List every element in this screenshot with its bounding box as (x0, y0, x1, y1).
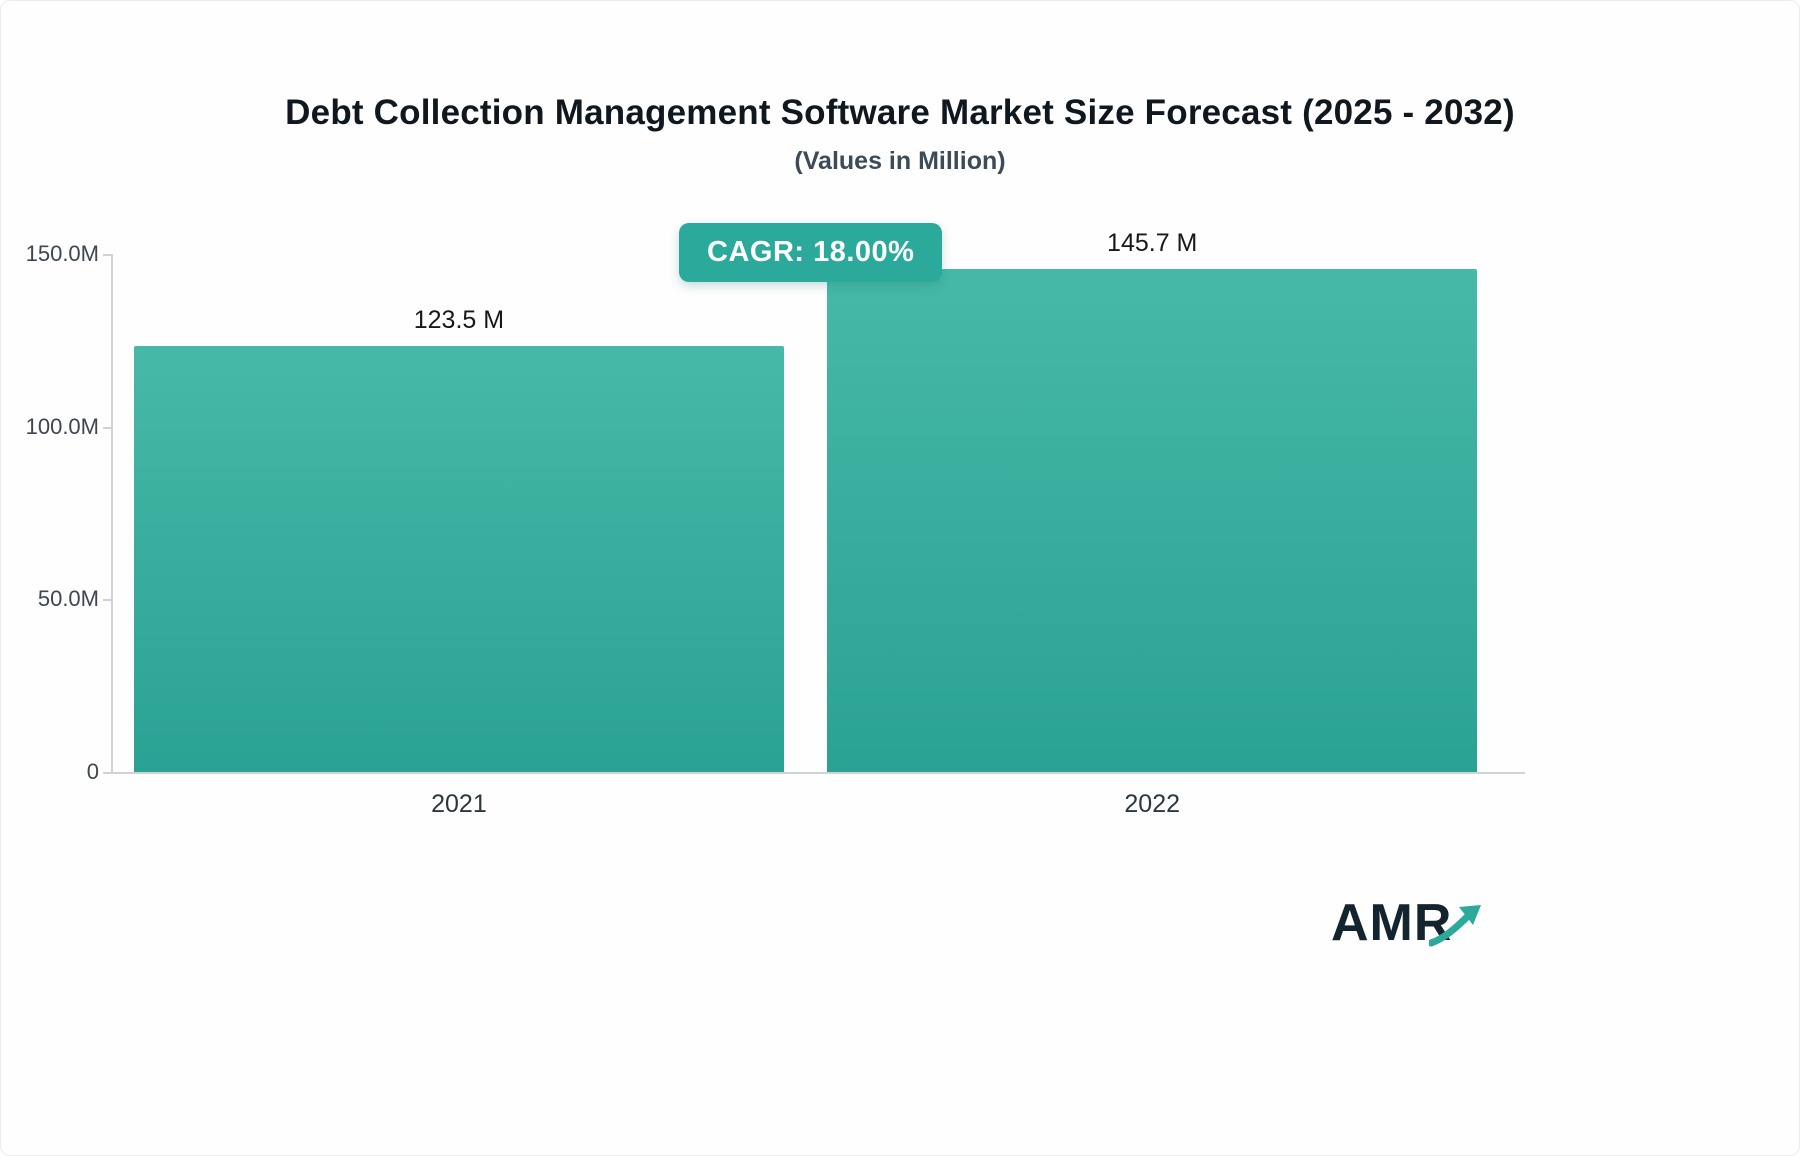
bar-value-label: 123.5 M (413, 305, 505, 334)
y-axis-tick-label: 150.0M (25, 241, 99, 266)
y-axis-tick-mark (103, 599, 111, 602)
y-axis-tick-label: 50.0M (37, 586, 99, 612)
y-axis-tick-label: 100.0M (25, 413, 99, 439)
bar-2022 (827, 268, 1477, 772)
bar-value-label: 145.7 M (1107, 228, 1198, 257)
amr-logo-text: AMR (1331, 894, 1453, 952)
cagr-badge: CAGR: 18.00% (679, 223, 943, 282)
amr-logo: AMR (1331, 894, 1481, 952)
y-axis-tick-mark (103, 426, 111, 429)
bar-2021 (134, 345, 784, 772)
x-axis-tick-label: 2021 (431, 790, 487, 818)
y-axis-tick-mark (103, 772, 111, 774)
x-axis-tick-label: 2022 (1124, 790, 1181, 818)
chart-subtitle: (Values in Million) (794, 147, 1006, 175)
plot-area: 0 50.0M 100.0M 150.0M 123.5 M 2021 145.7 M 2022 (26, 229, 1525, 818)
chart-title: Debt Collection Management Software Mark… (285, 93, 1515, 132)
y-axis-tick-label: 0 (86, 759, 99, 784)
y-axis-tick-mark (103, 254, 111, 256)
